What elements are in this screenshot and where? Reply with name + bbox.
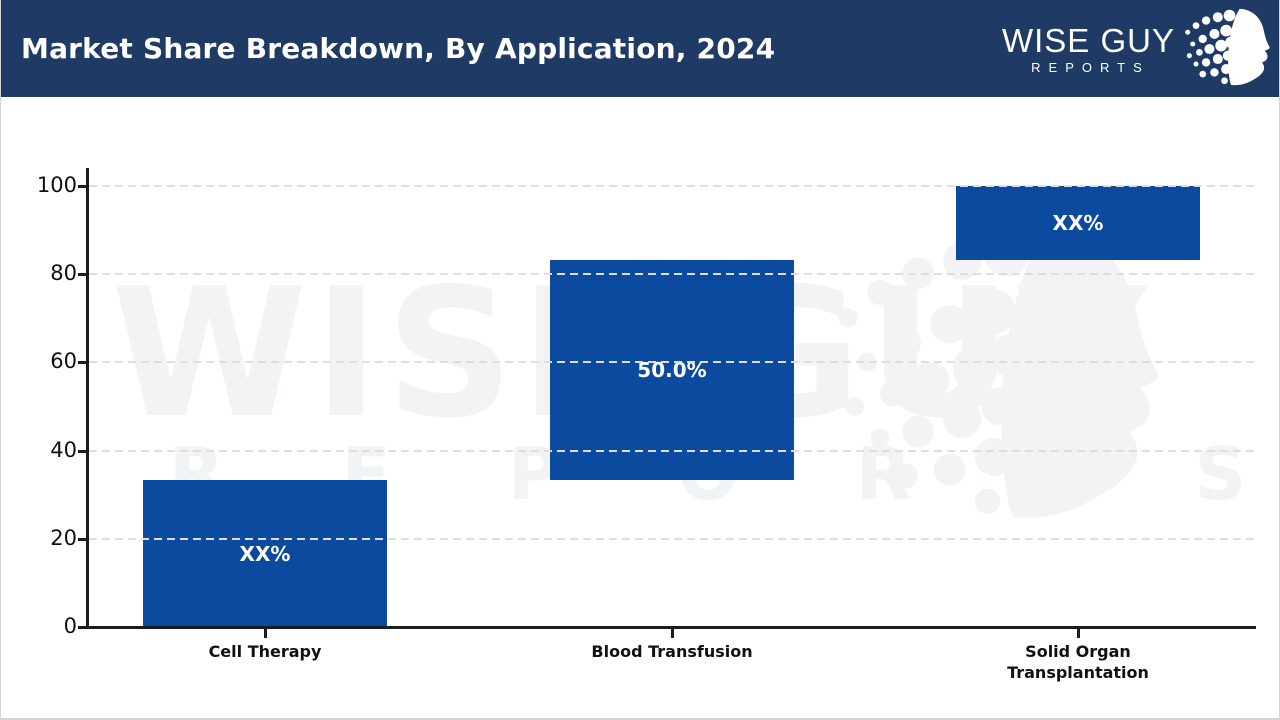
y-tick-label-20: 20 [50,525,77,550]
x-tick-mark-cell-therapy [263,629,267,638]
brand-name: WISE GUY [1001,22,1175,59]
x-tick-mark-blood-transfusion [670,629,674,638]
y-tick-mark-60 [78,361,89,365]
x-tick-mark-solid-organ-transplantation [1076,629,1080,638]
y-tick-mark-80 [78,273,89,277]
y-tick-label-40: 40 [50,437,77,462]
gridline-60 [89,361,1256,364]
brand-logo: WISE GUY REPORTS [1002,6,1273,92]
bar-value-label-cell-therapy: XX% [239,541,291,566]
y-tick-mark-100 [78,185,89,188]
y-tick-mark-40 [78,449,89,453]
x-category-label-cell-therapy: Cell Therapy [208,642,322,661]
y-axis-line [86,168,89,629]
y-tick-label-0: 0 [63,614,77,638]
x-category-label-blood-transfusion: Blood Transfusion [591,642,753,661]
header-bar: Market Share Breakdown, By Application, … [1,0,1279,97]
gridline-20 [89,537,1256,540]
bar-solid-organ-transplantation: XX% [956,186,1200,260]
brand-subname: REPORTS [1031,60,1150,75]
x-category-label-solid-organ-transplantation: Solid Organ Transplantation [1007,642,1149,682]
y-tick-label-60: 60 [50,349,77,374]
brand-logo-text: WISE GUY REPORTS [1002,24,1175,74]
page-title: Market Share Breakdown, By Application, … [21,32,776,65]
y-tick-label-80: 80 [50,261,77,286]
y-tick-label-100: 100 [36,173,77,197]
bar-value-label-solid-organ-transplantation: XX% [1052,210,1104,235]
bar-cell-therapy: XX% [143,480,387,627]
x-axis-line [86,626,1256,629]
gridline-80 [89,273,1256,276]
y-tick-mark-0 [78,626,89,629]
brand-face-icon [1185,8,1270,86]
gridline-40 [89,449,1256,452]
bar-blood-transfusion: 50.0% [550,259,794,481]
watermark-face-icon [838,229,1159,518]
gridline-100 [89,185,1256,187]
y-tick-mark-20 [78,537,89,541]
